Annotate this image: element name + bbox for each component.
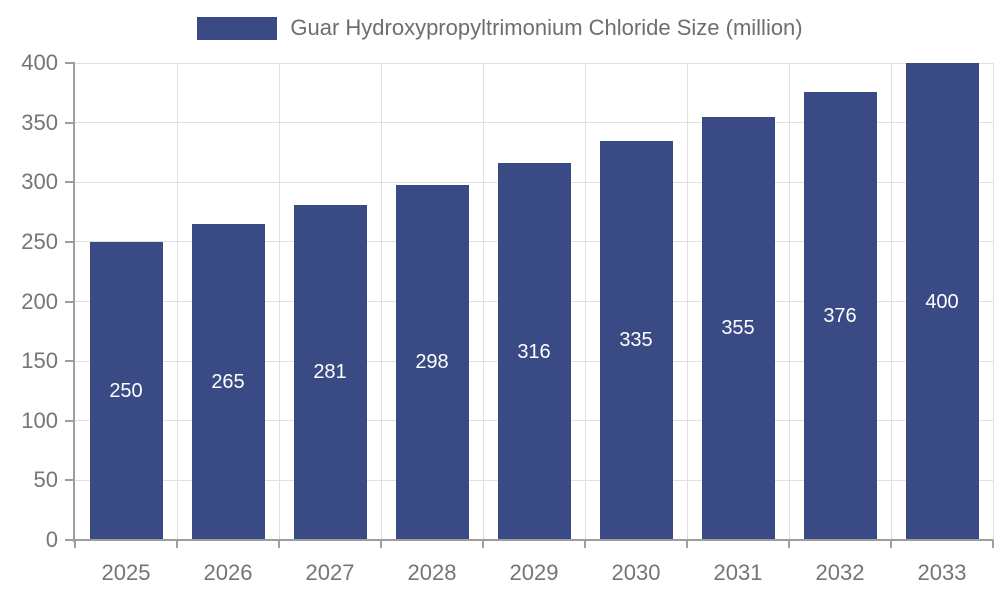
x-tick bbox=[74, 540, 76, 548]
x-tick-label: 2026 bbox=[203, 560, 253, 585]
y-axis-line bbox=[73, 63, 75, 542]
gridline-horizontal bbox=[75, 122, 993, 124]
legend-label: Guar Hydroxypropyltrimonium Chloride Siz… bbox=[290, 15, 803, 40]
x-tick-label: 2027 bbox=[305, 560, 355, 585]
x-tick bbox=[482, 540, 484, 548]
y-tick bbox=[65, 240, 75, 243]
x-tick bbox=[584, 540, 586, 548]
bar-value-label: 335 bbox=[619, 329, 653, 352]
gridline-horizontal bbox=[75, 62, 993, 64]
gridline-vertical bbox=[890, 63, 892, 540]
gridline-vertical bbox=[584, 63, 586, 540]
y-tick bbox=[65, 479, 75, 482]
x-tick bbox=[278, 540, 280, 548]
bar bbox=[803, 91, 877, 540]
bar bbox=[395, 184, 469, 540]
x-tick-label: 2033 bbox=[917, 560, 967, 585]
x-tick bbox=[890, 540, 892, 548]
bar-value-label: 298 bbox=[415, 351, 449, 374]
y-tick-label: 350 bbox=[21, 109, 58, 135]
y-tick bbox=[65, 539, 75, 541]
gridline-vertical bbox=[788, 63, 790, 540]
y-tick-label: 100 bbox=[21, 407, 58, 433]
x-tick bbox=[380, 540, 382, 548]
bar bbox=[599, 140, 673, 540]
gridline-vertical bbox=[380, 63, 382, 540]
gridline-vertical bbox=[992, 63, 994, 540]
y-tick-label: 50 bbox=[33, 467, 58, 493]
bar-value-label: 316 bbox=[517, 340, 551, 363]
y-tick-label: 300 bbox=[21, 169, 58, 195]
legend-swatch bbox=[197, 16, 278, 40]
x-tick-label: 2025 bbox=[101, 560, 151, 585]
gridline-vertical bbox=[686, 63, 688, 540]
x-tick-label: 2031 bbox=[713, 560, 763, 585]
y-tick bbox=[65, 121, 75, 124]
gridline-vertical bbox=[176, 63, 178, 540]
bar-value-label: 265 bbox=[211, 370, 245, 393]
x-tick bbox=[992, 540, 994, 548]
y-tick-label: 400 bbox=[21, 50, 58, 75]
bar-value-label: 281 bbox=[313, 361, 347, 384]
x-tick-label: 2030 bbox=[611, 560, 661, 585]
y-tick-label: 250 bbox=[21, 228, 58, 254]
bar-value-label: 400 bbox=[925, 290, 959, 313]
gridline-vertical bbox=[482, 63, 484, 540]
x-tick-label: 2029 bbox=[509, 560, 559, 585]
bar bbox=[293, 204, 367, 540]
bar bbox=[701, 116, 775, 540]
x-tick bbox=[176, 540, 178, 548]
x-tick-label: 2032 bbox=[815, 560, 865, 585]
bar-value-label: 355 bbox=[721, 317, 755, 340]
y-tick-label: 0 bbox=[45, 527, 58, 552]
x-axis-line bbox=[73, 539, 993, 541]
y-tick-label: 200 bbox=[21, 288, 58, 314]
gridline-vertical bbox=[278, 63, 280, 540]
bar bbox=[89, 241, 163, 540]
bar bbox=[191, 223, 265, 540]
bar-value-label: 250 bbox=[109, 379, 143, 402]
legend: Guar Hydroxypropyltrimonium Chloride Siz… bbox=[0, 8, 1000, 48]
x-tick bbox=[686, 540, 688, 548]
y-tick bbox=[65, 181, 75, 184]
bar bbox=[497, 163, 571, 540]
x-tick-label: 2028 bbox=[407, 560, 457, 585]
y-tick-label: 150 bbox=[21, 348, 58, 374]
y-tick bbox=[65, 419, 75, 422]
y-tick bbox=[65, 300, 75, 303]
bar-value-label: 376 bbox=[823, 304, 857, 327]
y-tick bbox=[65, 62, 75, 64]
x-tick bbox=[788, 540, 790, 548]
y-tick bbox=[65, 360, 75, 363]
legend-item[interactable]: Guar Hydroxypropyltrimonium Chloride Siz… bbox=[197, 15, 803, 41]
bar bbox=[905, 63, 979, 540]
